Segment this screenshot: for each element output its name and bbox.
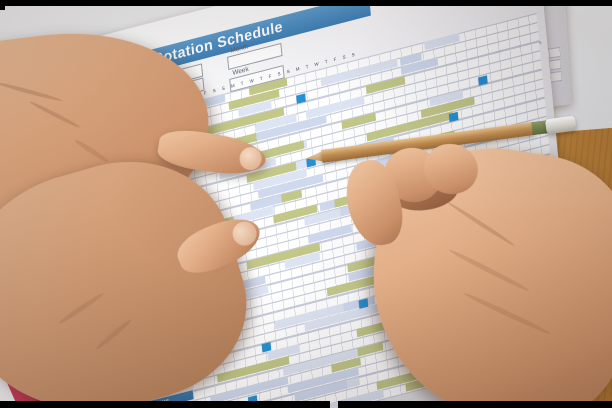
- letterbox-bottom-left: [0, 401, 330, 408]
- letterbox-bottom-right: [338, 401, 612, 408]
- fingernail: [237, 145, 264, 172]
- letterbox-corner: [0, 0, 5, 10]
- letterbox-top: [0, 0, 612, 6]
